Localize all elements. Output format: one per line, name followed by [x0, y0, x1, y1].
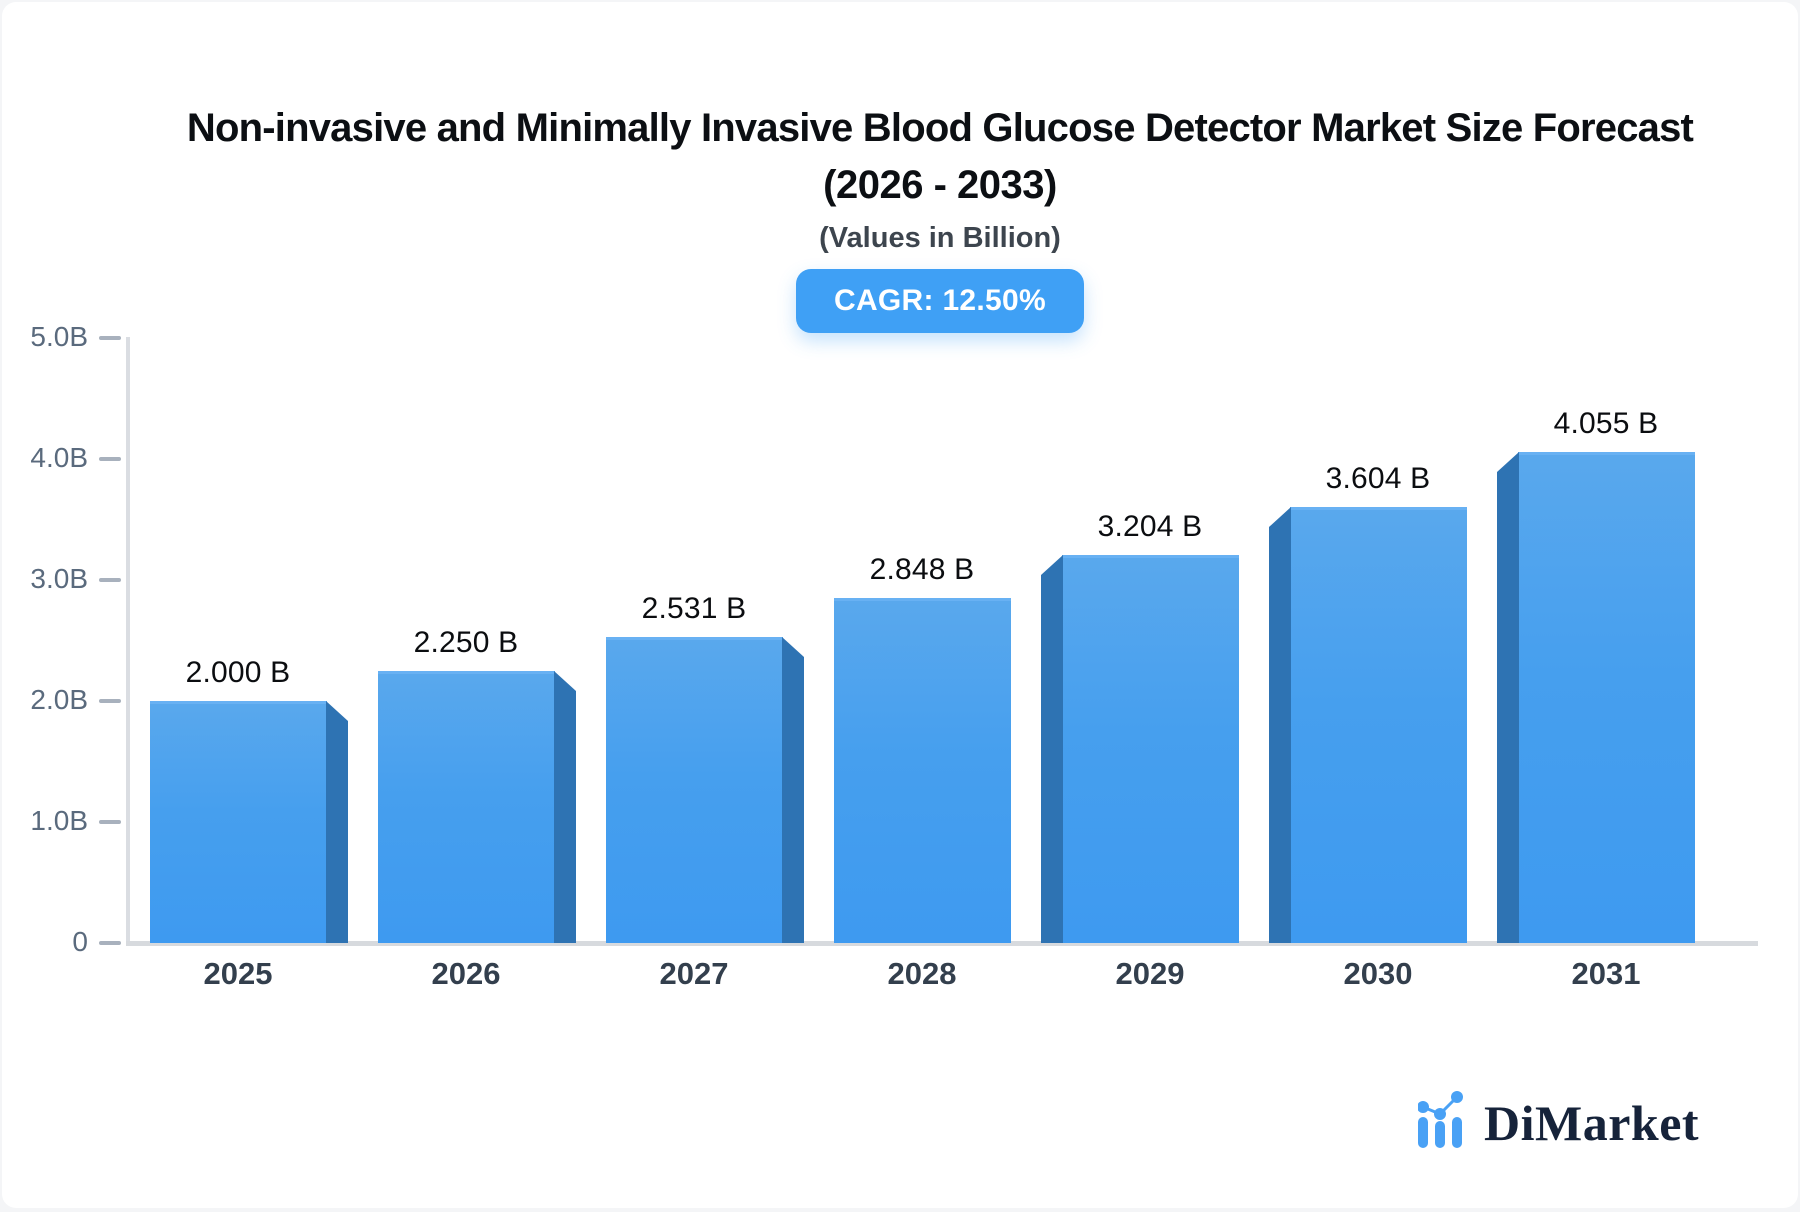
bar-3d-side [554, 671, 576, 943]
bar-value-label: 3.204 B [1097, 510, 1203, 543]
bar-value-label: 2.531 B [641, 592, 747, 625]
bar-value-label: 2.848 B [869, 553, 975, 586]
page-title: Non-invasive and Minimally Invasive Bloo… [186, 106, 1694, 150]
x-axis-line [126, 941, 1758, 946]
y-axis-tick [99, 699, 121, 703]
x-axis-label-2028: 2028 [887, 956, 957, 991]
y-axis-tick [99, 820, 121, 824]
bar-3d-side [326, 701, 348, 943]
y-axis-tick-label: 2.0B [30, 684, 88, 715]
bar-2029 [1062, 555, 1239, 943]
bar-2027 [606, 637, 783, 943]
bar-value-label: 3.604 B [1325, 462, 1431, 495]
y-axis-tick [99, 941, 121, 945]
y-axis-tick-label: 1.0B [30, 805, 88, 836]
y-axis-tick [99, 336, 121, 340]
x-axis-label-2025: 2025 [203, 956, 273, 991]
bar-2031 [1518, 452, 1695, 943]
x-axis-label-2030: 2030 [1343, 956, 1413, 991]
y-axis-tick-label: 5.0B [30, 321, 88, 352]
x-axis-label-2029: 2029 [1115, 956, 1185, 991]
brand-name: DiMarket [1484, 1095, 1700, 1151]
brand-logo: DiMarket [1418, 1086, 1699, 1148]
page-title-years: (2026 - 2033) [823, 163, 1057, 207]
bar-value-label: 4.055 B [1553, 407, 1659, 440]
x-axis-label-2026: 2026 [431, 956, 501, 991]
bar-2026 [378, 671, 555, 943]
bar-value-label: 2.000 B [185, 656, 291, 689]
y-axis-line [126, 337, 130, 946]
bar-3d-side [782, 637, 804, 943]
bar-value-label: 2.250 B [413, 626, 519, 659]
y-axis-tick-label: 3.0B [30, 563, 88, 594]
cagr-badge: CAGR: 12.50% [795, 269, 1084, 333]
y-axis-tick [99, 578, 121, 582]
x-axis-label-2027: 2027 [659, 956, 729, 991]
bar-chart-logo-icon [1418, 1091, 1463, 1148]
bar-3d-side [1041, 555, 1063, 943]
bar-3d-side [1497, 452, 1519, 943]
y-axis-tick-label: 4.0B [30, 442, 88, 473]
bar-2028 [834, 598, 1011, 943]
bar-2025 [150, 701, 327, 943]
y-axis-tick [99, 457, 121, 461]
x-axis-label-2031: 2031 [1571, 956, 1641, 991]
chart-subtitle: (Values in Billion) [819, 222, 1061, 254]
chart-header: Non-invasive and Minimally Invasive Bloo… [70, 0, 1800, 333]
bar-2030 [1290, 507, 1467, 943]
bar-3d-side [1269, 507, 1291, 943]
y-axis-tick-label: 0 [72, 926, 88, 957]
